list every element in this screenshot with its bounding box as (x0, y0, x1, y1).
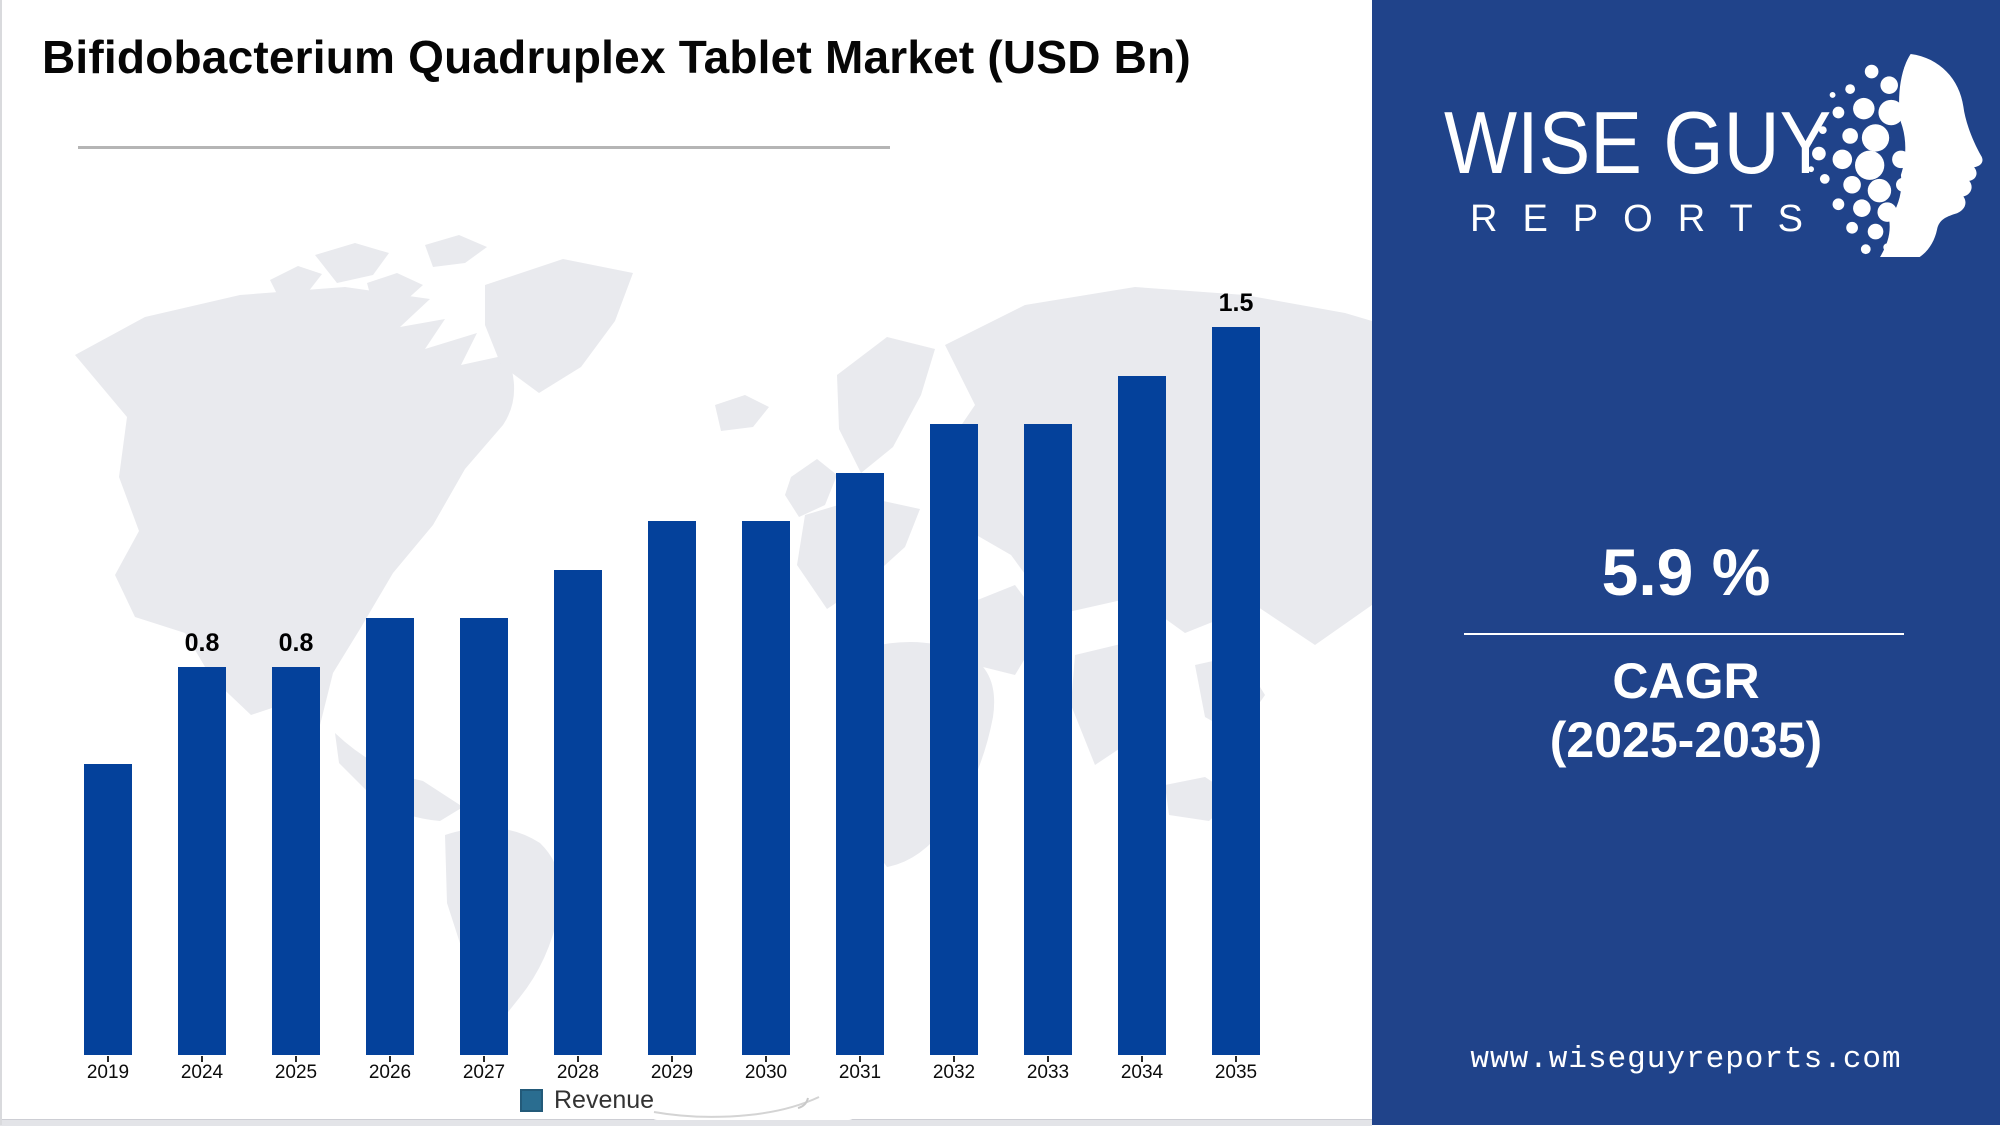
x-axis-tick (107, 1056, 109, 1062)
x-axis-tick (1235, 1056, 1237, 1062)
legend-swatch-revenue (520, 1089, 543, 1112)
left-edge-border (0, 0, 2, 1125)
bar-2024 (178, 667, 226, 1055)
x-axis-tick (671, 1056, 673, 1062)
bar-2033 (1024, 424, 1072, 1055)
bar-2029 (648, 521, 696, 1055)
x-axis-tick (859, 1056, 861, 1062)
x-axis-label-2019: 2019 (86, 1062, 130, 1083)
bar-2027 (460, 618, 508, 1055)
wise-guy-logo-subtext: REPORTS (1470, 198, 1829, 240)
bar-2026 (366, 618, 414, 1055)
bar-2035 (1212, 327, 1260, 1055)
x-axis-tick (295, 1056, 297, 1062)
x-axis-tick (201, 1056, 203, 1062)
x-axis-tick (483, 1056, 485, 1062)
x-axis-label-2024: 2024 (180, 1062, 224, 1083)
legend-label-revenue: Revenue (554, 1086, 655, 1114)
cagr-value: 5.9 % (1601, 535, 1771, 609)
x-axis-label-2026: 2026 (368, 1062, 412, 1083)
legend: Revenue (520, 1086, 654, 1115)
bar-chart: 2019 2024 0.8 2025 0.8 2026 2027 2028 2029 2030 20… (84, 289, 1260, 1083)
bar-value-label-2025: 0.8 (278, 629, 314, 657)
x-axis-label-2025: 2025 (274, 1062, 318, 1083)
bar-value-label-2035: 1.5 (1218, 289, 1254, 317)
decorative-swoosh (648, 1078, 858, 1120)
bar-2034 (1118, 376, 1166, 1055)
x-axis-label-2029: 2029 (650, 1062, 694, 1083)
title-underline (78, 146, 890, 149)
cagr-divider (1464, 633, 1904, 635)
x-axis-label-2031: 2031 (838, 1062, 882, 1083)
x-axis-tick (1141, 1056, 1143, 1062)
cagr-label-line2: (2025-2035) (1549, 712, 1823, 768)
x-axis-tick (953, 1056, 955, 1062)
bar-2031 (836, 473, 884, 1055)
logo-head-icon (1806, 53, 1983, 257)
wise-guy-logo-text: WISE GUY (1444, 93, 1832, 192)
x-axis-tick (1047, 1056, 1049, 1062)
x-axis-tick (389, 1056, 391, 1062)
bar-2032 (930, 424, 978, 1055)
x-axis-label-2027: 2027 (462, 1062, 506, 1083)
x-axis-tick (577, 1056, 579, 1062)
bar-2019 (84, 764, 132, 1055)
x-axis-label-2034: 2034 (1120, 1062, 1164, 1083)
x-axis-tick (765, 1056, 767, 1062)
cagr-label: CAGR (2025-2035) (1372, 652, 2000, 770)
x-axis-label-2028: 2028 (556, 1062, 600, 1083)
x-axis-label-2030: 2030 (744, 1062, 788, 1083)
x-axis-label-2035: 2035 (1214, 1062, 1258, 1083)
bar-2028 (554, 570, 602, 1055)
website-url: www.wiseguyreports.com (1470, 1042, 1902, 1077)
sidebar: WISE GUY REPORTS 5.9 % CAGR (2025-2035) … (1372, 0, 2000, 1125)
bar-2030 (742, 521, 790, 1055)
bar-2025 (272, 667, 320, 1055)
page-title: Bifidobacterium Quadruplex Tablet Market… (42, 31, 1191, 83)
bar-value-label-2024: 0.8 (184, 629, 220, 657)
cagr-label-line1: CAGR (1612, 653, 1760, 709)
x-axis-label-2032: 2032 (932, 1062, 976, 1083)
x-axis-label-2033: 2033 (1026, 1062, 1070, 1083)
